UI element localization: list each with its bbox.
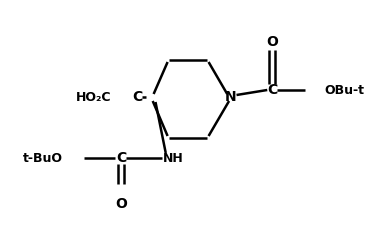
Text: NH: NH bbox=[163, 151, 184, 164]
Text: N: N bbox=[225, 90, 237, 104]
Text: HO₂C: HO₂C bbox=[76, 91, 112, 104]
Text: O: O bbox=[266, 35, 278, 49]
Text: OBu-t: OBu-t bbox=[324, 83, 364, 96]
Text: C: C bbox=[267, 83, 277, 97]
Text: C: C bbox=[133, 90, 143, 104]
Text: C: C bbox=[116, 151, 126, 165]
Text: t-BuO: t-BuO bbox=[22, 151, 62, 164]
Text: O: O bbox=[115, 197, 127, 211]
